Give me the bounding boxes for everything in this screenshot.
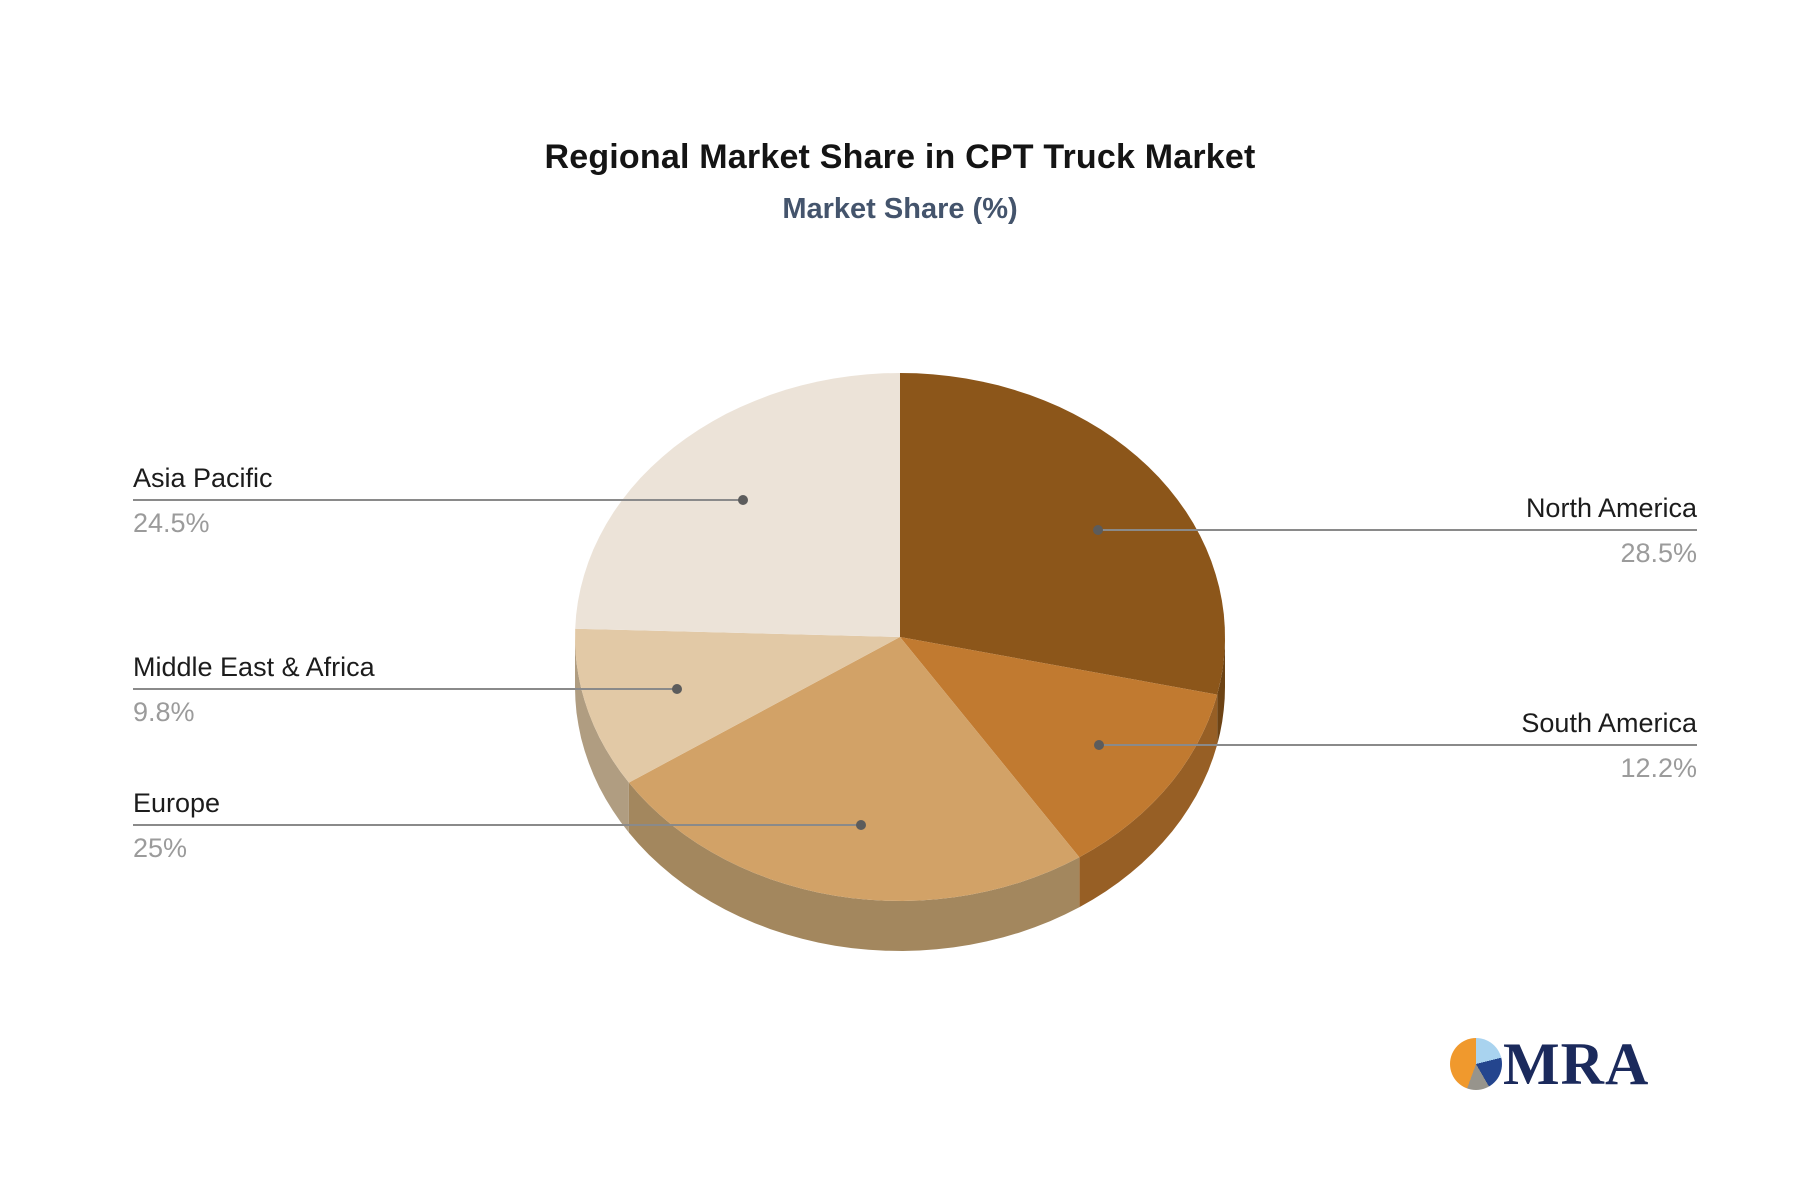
pie-slice-europe[interactable]: [628, 637, 1080, 901]
leader-line: [133, 684, 682, 694]
logo-pie-icon: [1450, 1038, 1502, 1090]
leader-line: [133, 820, 866, 830]
pie-slice-side-north-america: [1217, 637, 1225, 745]
leader-line: [133, 495, 748, 505]
leader-dot: [672, 684, 682, 694]
callout-middle-east-africa: Middle East & Africa 9.8%: [133, 650, 682, 728]
slice-value: 12.2%: [1620, 753, 1697, 783]
pie-slice-north-america[interactable]: [900, 373, 1225, 695]
chart-subtitle: Market Share (%): [782, 193, 1018, 225]
slice-value: 24.5%: [133, 508, 210, 538]
slice-label: Middle East & Africa: [133, 652, 375, 682]
brand-logo: MRA: [1450, 1034, 1649, 1094]
pie-slice-side-middle-east-africa: [575, 637, 629, 833]
leader-line: [1094, 740, 1697, 750]
callout-europe: Europe 25%: [133, 786, 866, 864]
pie-slice-side-south-america: [1079, 694, 1218, 908]
slice-value: 28.5%: [1620, 538, 1697, 568]
pie-slice-south-america[interactable]: [900, 637, 1218, 858]
slice-label: Europe: [133, 788, 221, 818]
pie-slice-side-europe: [628, 782, 1080, 951]
logo-text: MRA: [1503, 1031, 1650, 1097]
leader-line: [1093, 525, 1697, 535]
leader-dot: [856, 820, 866, 830]
leader-dot: [738, 495, 748, 505]
slice-label: Asia Pacific: [133, 463, 273, 493]
leader-dot: [1093, 525, 1103, 535]
slice-value: 25%: [133, 833, 188, 863]
callout-asia-pacific: Asia Pacific 24.5%: [133, 461, 748, 539]
slice-label: South America: [1521, 708, 1697, 738]
slice-label: North America: [1525, 493, 1697, 523]
callout-north-america: North America 28.5%: [1093, 491, 1697, 569]
callout-south-america: South America 12.2%: [1094, 706, 1697, 784]
slice-value: 9.8%: [133, 697, 195, 727]
pie-slice-middle-east-africa[interactable]: [575, 628, 900, 783]
leader-dot: [1094, 740, 1104, 750]
pie-slice-asia-pacific[interactable]: [575, 373, 900, 637]
chart-title: Regional Market Share in CPT Truck Marke…: [544, 138, 1256, 176]
